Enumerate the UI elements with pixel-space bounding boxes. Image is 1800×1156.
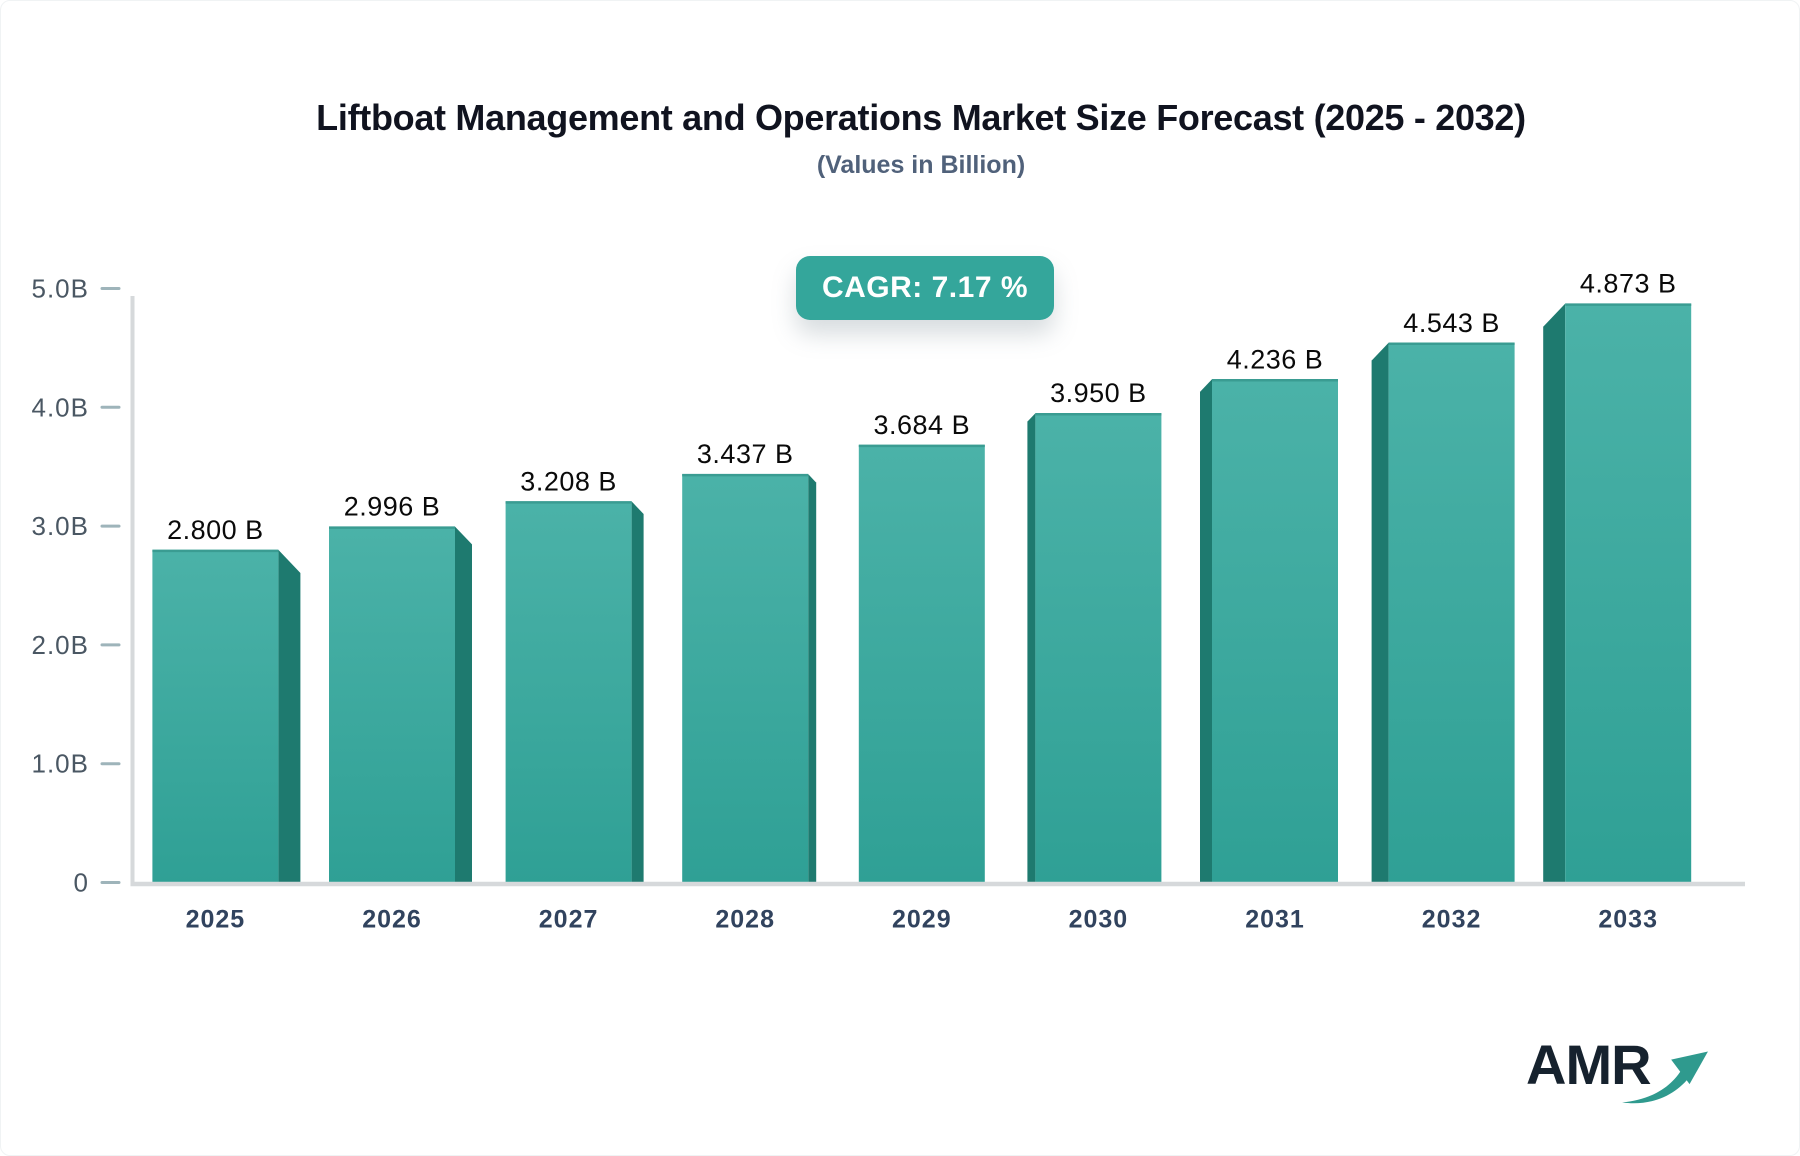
- bar-side-2031: [1200, 379, 1212, 883]
- y-tick-label: 0: [74, 868, 89, 898]
- bar-side-2032: [1371, 342, 1389, 883]
- bar-2032: [1388, 342, 1515, 883]
- bar-value-label: 4.873 B: [1580, 269, 1677, 299]
- y-tick-label: 4.0B: [32, 392, 90, 422]
- x-axis-label: 2025: [186, 906, 246, 934]
- bar-2030: [1035, 413, 1162, 883]
- bar-value-label: 3.950 B: [1050, 378, 1147, 408]
- bar-value-label: 4.236 B: [1227, 344, 1324, 374]
- bar-2026: [329, 526, 455, 883]
- x-axis-label: 2030: [1069, 906, 1129, 934]
- bar-side-2028: [808, 474, 817, 883]
- x-axis-label: 2033: [1598, 906, 1658, 934]
- growth-arrow-icon: [1622, 1051, 1708, 1104]
- bar-2028: [682, 474, 809, 883]
- bar-value-label: 4.543 B: [1403, 308, 1500, 338]
- y-tick-label: 2.0B: [32, 630, 90, 660]
- amr-logo-text: AMR: [1526, 1033, 1652, 1096]
- bar-value-label: 3.208 B: [520, 466, 617, 496]
- x-axis-label: 2029: [892, 906, 952, 934]
- x-axis-label: 2027: [539, 906, 599, 934]
- chart-title: Liftboat Management and Operations Marke…: [316, 97, 1526, 138]
- bar-side-2026: [455, 526, 472, 883]
- bar-value-label: 3.684 B: [874, 410, 971, 440]
- bar-value-label: 2.996 B: [344, 492, 441, 522]
- bar-2029: [858, 444, 985, 883]
- chart-subtitle: (Values in Billion): [816, 151, 1026, 179]
- bar-side-2025: [278, 549, 301, 883]
- bar-side-2030: [1027, 413, 1036, 883]
- bar-2025: [152, 549, 279, 883]
- x-axis-label: 2028: [715, 906, 775, 934]
- bar-side-2027: [631, 501, 644, 883]
- y-tick-label: 5.0B: [32, 274, 90, 304]
- amr-logo: AMR: [1526, 1037, 1726, 1127]
- x-axis-label: 2031: [1245, 906, 1305, 934]
- x-axis-label: 2032: [1422, 906, 1482, 934]
- bar-2033: [1565, 303, 1692, 883]
- x-axis-label: 2026: [362, 906, 422, 934]
- bar-value-label: 2.800 B: [167, 515, 264, 545]
- y-tick-label: 3.0B: [32, 511, 90, 541]
- bar-value-label: 3.437 B: [697, 439, 794, 469]
- bar-2031: [1212, 379, 1338, 883]
- cagr-badge-label: CAGR: 7.17 %: [821, 271, 1029, 304]
- bar-2027: [505, 501, 632, 883]
- cagr-badge: CAGR: 7.17 %: [796, 256, 1054, 320]
- bar-side-2033: [1543, 303, 1566, 883]
- y-tick-label: 1.0B: [32, 749, 90, 779]
